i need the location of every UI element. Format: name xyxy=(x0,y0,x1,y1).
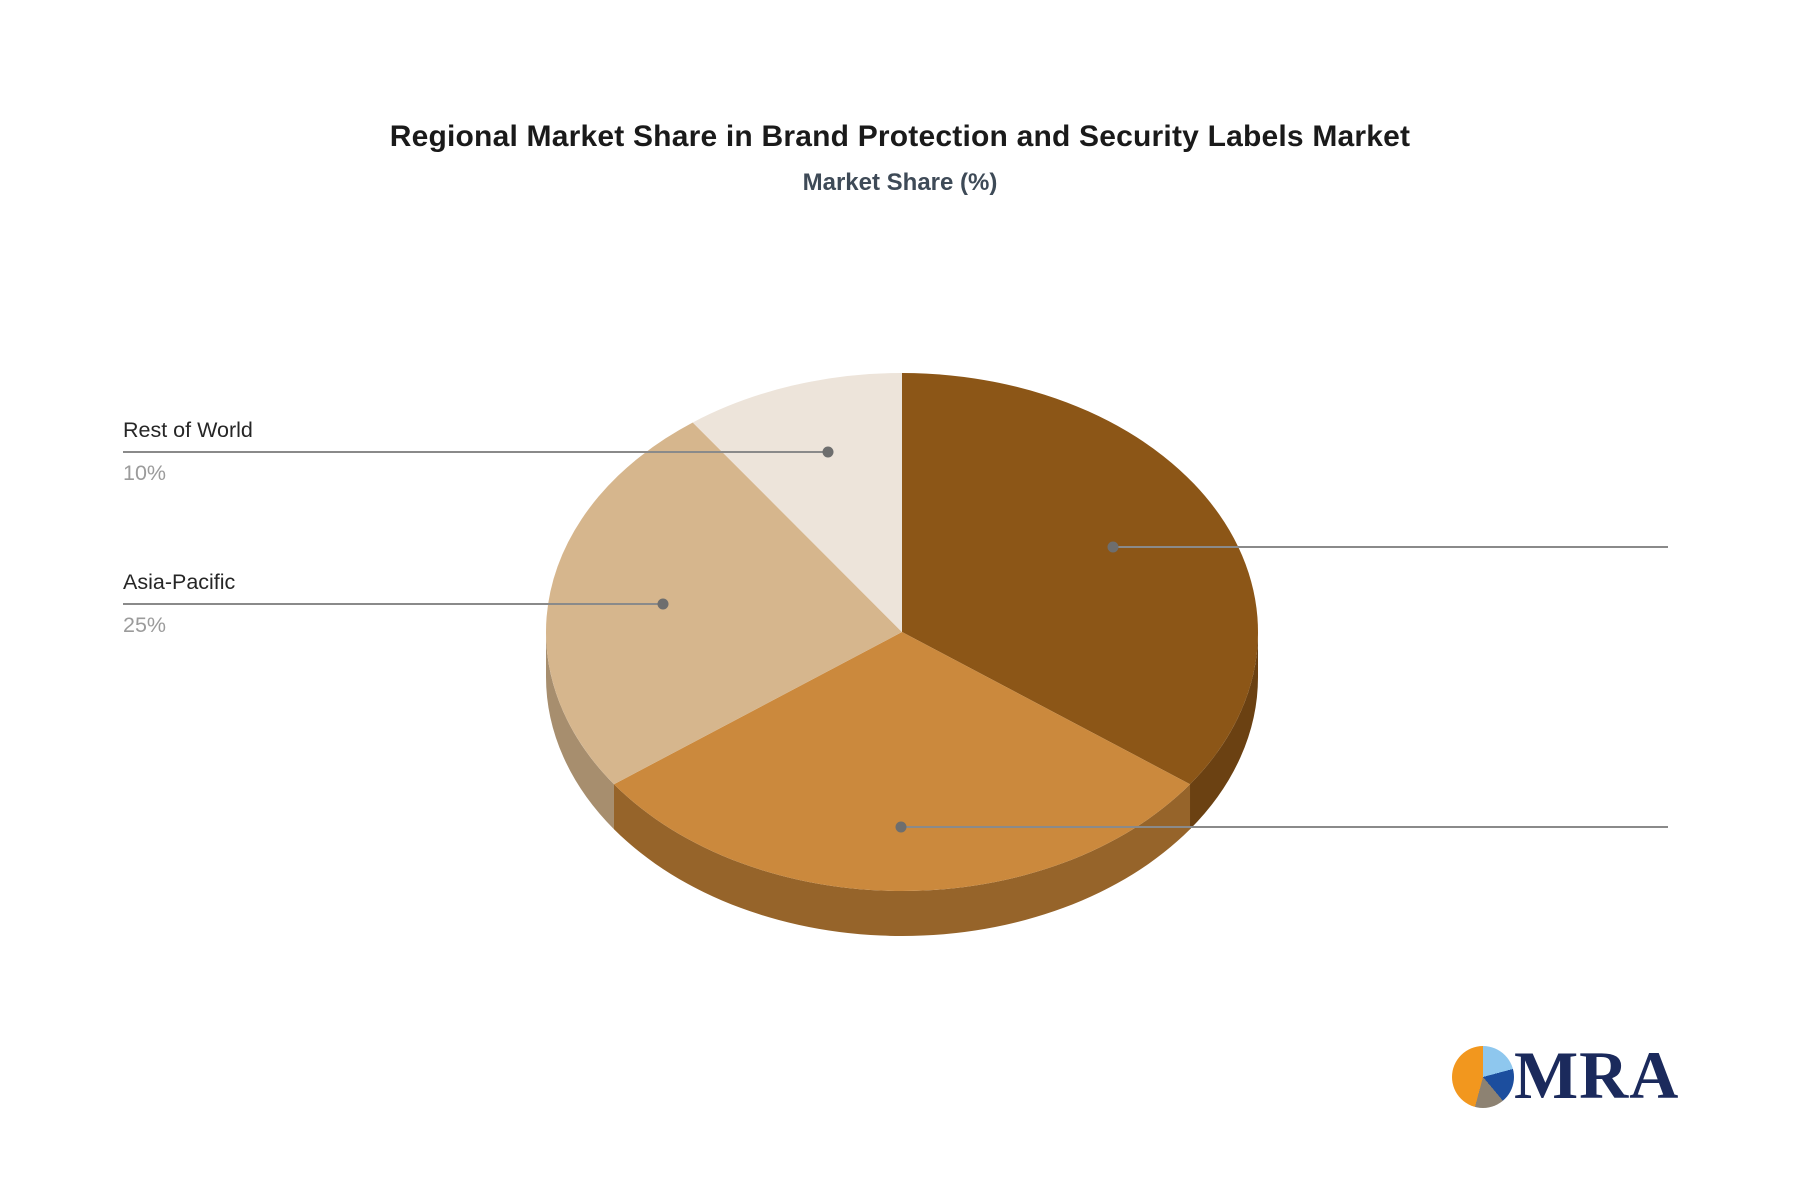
leader-dot-rest-of-world xyxy=(822,446,834,458)
pie-side-europe xyxy=(613,784,1191,936)
chart-subtitle: Market Share (%) xyxy=(802,169,998,196)
callout-label: Asia-Pacific xyxy=(123,570,236,594)
callout-value: 25% xyxy=(123,613,167,637)
pie-side-asia-pacific xyxy=(546,632,614,830)
leader-dot-asia-pacific xyxy=(657,598,669,610)
callout-value: 10% xyxy=(123,461,167,485)
pie-slice-rest-of-world xyxy=(692,373,902,632)
pie-chart-logo-icon xyxy=(1452,1046,1514,1108)
pie-slice-asia-pacific xyxy=(546,422,902,785)
pie-slice-north-america xyxy=(902,373,1258,785)
chart-title: Regional Market Share in Brand Protectio… xyxy=(389,120,1411,153)
pie-side-north-america xyxy=(1190,632,1258,830)
leader-dot-north-america xyxy=(1107,541,1119,553)
leader-dot-europe xyxy=(895,821,907,833)
mra-logo-text: MRA xyxy=(1514,1037,1680,1113)
callout-label: Rest of World xyxy=(123,418,253,442)
mra-logo: MRA xyxy=(1450,1030,1710,1120)
